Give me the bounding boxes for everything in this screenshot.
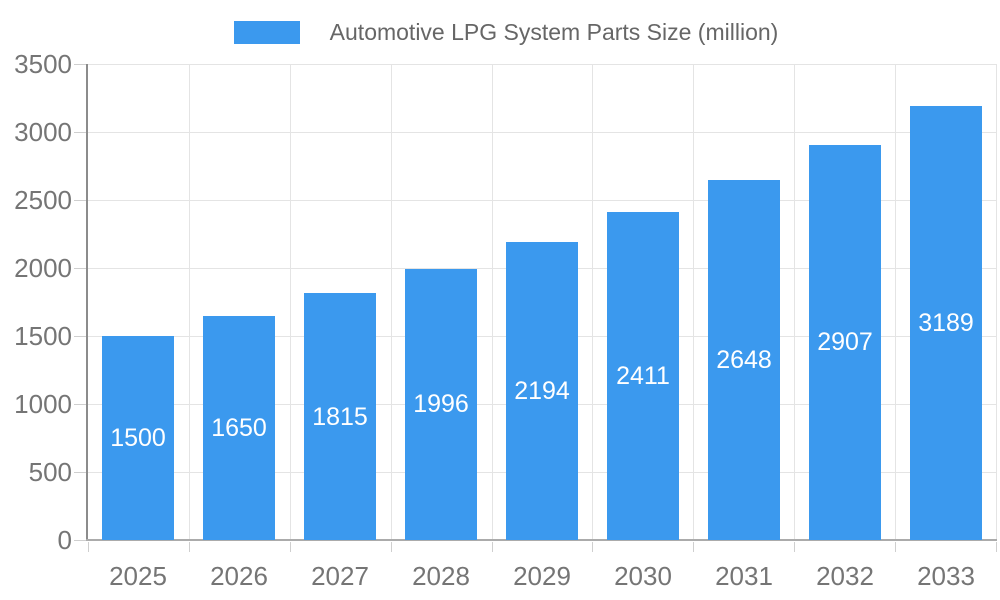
v-gridline xyxy=(996,64,997,540)
bar-value-label: 2648 xyxy=(716,346,772,374)
x-tick-label: 2026 xyxy=(210,561,268,591)
x-axis-tick xyxy=(88,542,89,552)
bar-value-label: 2907 xyxy=(817,328,873,356)
v-gridline xyxy=(693,64,694,540)
x-tick-label: 2031 xyxy=(715,561,773,591)
bar[interactable] xyxy=(809,145,881,540)
x-axis-tick xyxy=(895,542,896,552)
x-tick-label: 2030 xyxy=(614,561,672,591)
y-tick-label: 1500 xyxy=(14,321,72,351)
x-axis-tick xyxy=(794,542,795,552)
bar-value-label: 1650 xyxy=(211,414,267,442)
x-tick-label: 2025 xyxy=(109,561,167,591)
x-axis-line xyxy=(86,539,997,541)
y-axis-tick xyxy=(74,540,88,541)
bar[interactable] xyxy=(607,212,679,540)
y-axis-tick xyxy=(74,200,88,201)
v-gridline xyxy=(492,64,493,540)
x-tick-label: 2028 xyxy=(412,561,470,591)
y-axis-tick xyxy=(74,132,88,133)
bar[interactable] xyxy=(405,269,477,540)
y-tick-label: 2000 xyxy=(14,253,72,283)
v-gridline xyxy=(794,64,795,540)
y-tick-label: 1000 xyxy=(14,389,72,419)
bar[interactable] xyxy=(506,242,578,540)
v-gridline xyxy=(895,64,896,540)
y-tick-label: 500 xyxy=(28,457,72,487)
v-gridline xyxy=(290,64,291,540)
y-tick-label: 0 xyxy=(57,525,72,555)
x-tick-label: 2029 xyxy=(513,561,571,591)
bar-value-label: 1996 xyxy=(413,390,469,418)
bar[interactable] xyxy=(708,180,780,540)
bar-value-label: 1500 xyxy=(110,424,166,452)
bar[interactable] xyxy=(203,316,275,540)
bar[interactable] xyxy=(102,336,174,540)
y-tick-label: 2500 xyxy=(14,185,72,215)
y-tick-label: 3000 xyxy=(14,117,72,147)
x-axis-tick xyxy=(189,542,190,552)
x-tick-label: 2027 xyxy=(311,561,369,591)
legend[interactable]: Automotive LPG System Parts Size (millio… xyxy=(0,17,1000,47)
x-tick-label: 2033 xyxy=(917,561,975,591)
bar[interactable] xyxy=(910,106,982,540)
x-axis-tick xyxy=(996,542,997,552)
v-gridline xyxy=(391,64,392,540)
y-axis-line xyxy=(86,64,88,540)
bar-value-label: 2194 xyxy=(514,377,570,405)
y-axis-tick xyxy=(74,64,88,65)
bar-value-label: 1815 xyxy=(312,403,368,431)
h-gridline xyxy=(88,200,996,201)
x-axis-tick xyxy=(592,542,593,552)
legend-swatch-icon xyxy=(233,20,300,44)
bar-value-label: 2411 xyxy=(616,362,670,390)
v-gridline xyxy=(189,64,190,540)
x-axis-tick xyxy=(492,542,493,552)
x-axis-tick xyxy=(693,542,694,552)
y-axis-tick xyxy=(74,472,88,473)
bar[interactable] xyxy=(304,293,376,540)
x-tick-label: 2032 xyxy=(816,561,874,591)
x-axis-tick xyxy=(391,542,392,552)
y-axis-tick xyxy=(74,404,88,405)
v-gridline xyxy=(592,64,593,540)
y-axis-tick xyxy=(74,336,88,337)
h-gridline xyxy=(88,132,996,133)
y-tick-label: 3500 xyxy=(14,49,72,79)
legend-label: Automotive LPG System Parts Size (millio… xyxy=(329,19,779,45)
h-gridline xyxy=(88,64,996,65)
x-axis-tick xyxy=(290,542,291,552)
y-axis-tick xyxy=(74,268,88,269)
bar-value-label: 3189 xyxy=(918,309,974,337)
